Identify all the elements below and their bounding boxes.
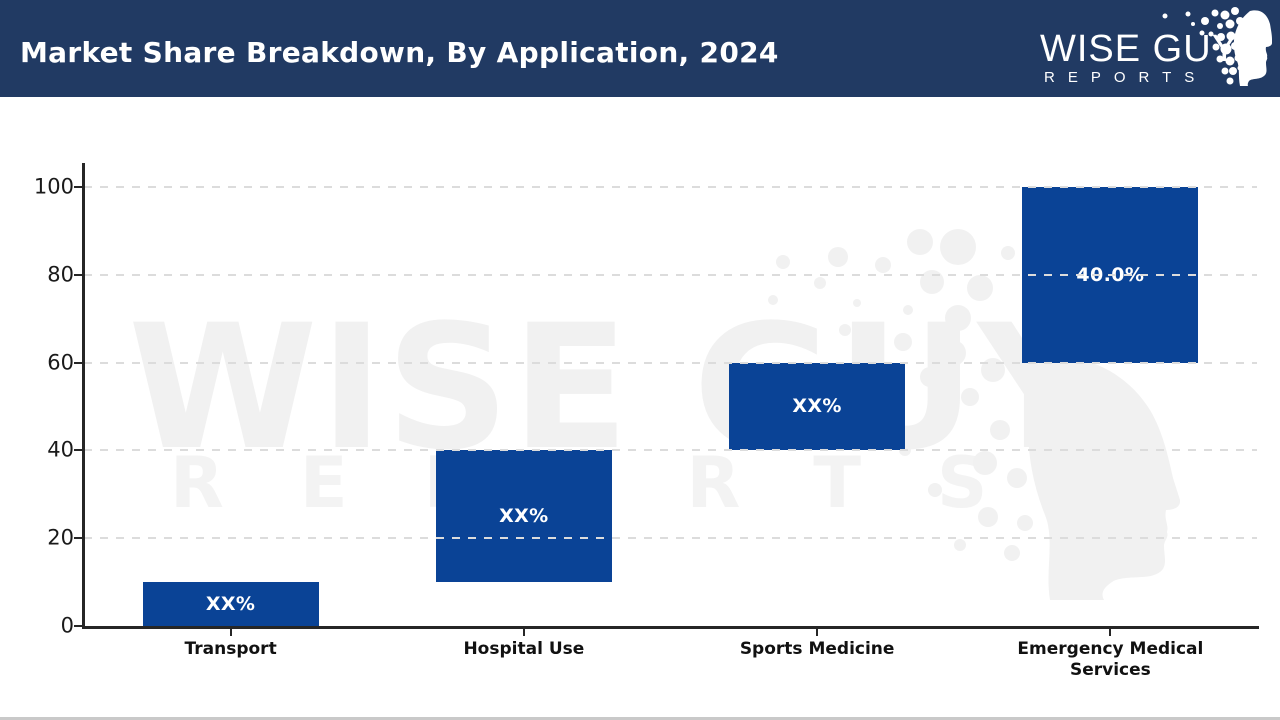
gridline-40 [84,449,1257,452]
y-tick-label-100: 100 [33,174,74,199]
bar-value-label: XX% [205,593,256,616]
gridline-20 [84,537,1257,540]
y-tick-mark-0 [74,625,82,627]
bar-sports-medicine: XX% [729,362,906,451]
x-axis-line [82,626,1259,629]
x-tick-mark-transport [229,629,232,636]
bar-value-label: XX% [792,395,842,418]
watermark-wordmark: WISE GUY [128,287,1105,488]
x-category-label-transport: Transport [184,639,277,659]
y-tick-label-40: 40 [47,437,74,462]
y-tick-label-20: 20 [47,525,74,550]
y-tick-label-80: 80 [47,262,74,287]
logo-subtext: REPORTS [1044,69,1207,86]
logo-wordmark: WISE GUY [1040,28,1238,70]
y-tick-mark-60 [74,361,82,364]
wise-guy-logo: WISE GUY REPORTS [1016,5,1274,91]
bar-transport: XX% [142,582,319,626]
y-tick-label-0: 0 [60,613,74,638]
y-tick-mark-20 [74,537,82,540]
x-category-label-emergency-medical-services: Emergency Medical Services [1017,639,1204,681]
y-axis-line [82,163,85,628]
bar-hospital-use: XX% [435,450,612,583]
y-tick-label-60: 60 [47,350,74,375]
y-tick-mark-80 [74,273,82,276]
x-tick-mark-sports-medicine [816,629,819,636]
page-title: Market Share Breakdown, By Application, … [20,36,779,69]
gridline-80 [84,273,1257,276]
x-tick-mark-emergency-medical-services [1109,629,1112,636]
y-tick-mark-100 [74,186,82,188]
logo-dots-face-icon [1162,7,1272,86]
gridline-100 [84,186,1257,188]
x-tick-mark-hospital-use [522,629,525,636]
x-category-label-hospital-use: Hospital Use [463,639,585,659]
y-tick-mark-40 [74,449,82,452]
wise-guy-logo-graphic: WISE GUY REPORTS [1040,7,1272,86]
bar-value-label: XX% [499,505,549,528]
gridline-60 [84,361,1257,364]
watermark-dots-face-icon [768,229,1181,600]
header-bar: Market Share Breakdown, By Application, … [0,0,1280,97]
x-category-label-sports-medicine: Sports Medicine [739,639,895,659]
